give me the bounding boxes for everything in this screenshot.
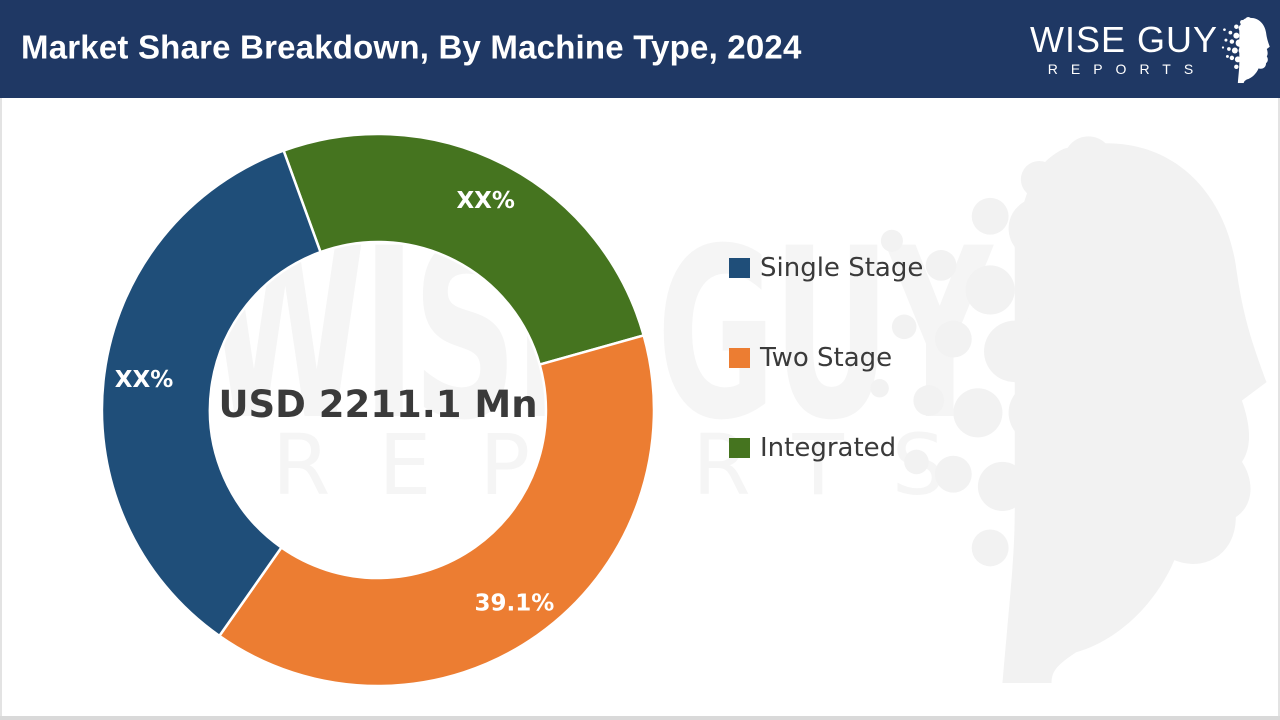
logo-reports-label: REPORTS [1047,61,1207,77]
bottom-border [0,716,1280,720]
logo-head-icon [1220,7,1272,91]
donut-slice-integrated [282,132,645,366]
legend-label: Two Stage [760,343,893,373]
logo-wordmark: WISE GUY [1029,19,1218,60]
legend-label: Single Stage [760,253,924,283]
legend-item-integrated: Integrated [729,432,923,464]
legend-item-single-stage: Single Stage [729,252,923,284]
left-border [0,98,2,720]
slice-label-single-stage: XX% [115,367,174,393]
chart-center-value: USD 2211.1 Mn [218,383,538,426]
chart-legend: Single Stage Two Stage Integrated [729,252,923,522]
donut-slice-two-stage [218,334,656,688]
header-bar: Market Share Breakdown, By Machine Type,… [0,0,1280,98]
right-border [1278,98,1280,720]
legend-swatch-integrated [729,438,750,458]
wise-guy-reports-logo: WISE GUY REPORTS [1030,4,1272,94]
legend-label: Integrated [760,433,897,463]
logo-text: WISE GUY REPORTS [1029,19,1218,77]
legend-item-two-stage: Two Stage [729,342,923,374]
legend-swatch-single-stage [729,258,750,278]
slice-label-two-stage: 39.1% [475,591,555,617]
slice-label-integrated: XX% [456,188,515,214]
page-title: Market Share Breakdown, By Machine Type,… [21,28,802,66]
donut-slice-single-stage [100,149,322,638]
legend-swatch-two-stage [729,348,750,368]
